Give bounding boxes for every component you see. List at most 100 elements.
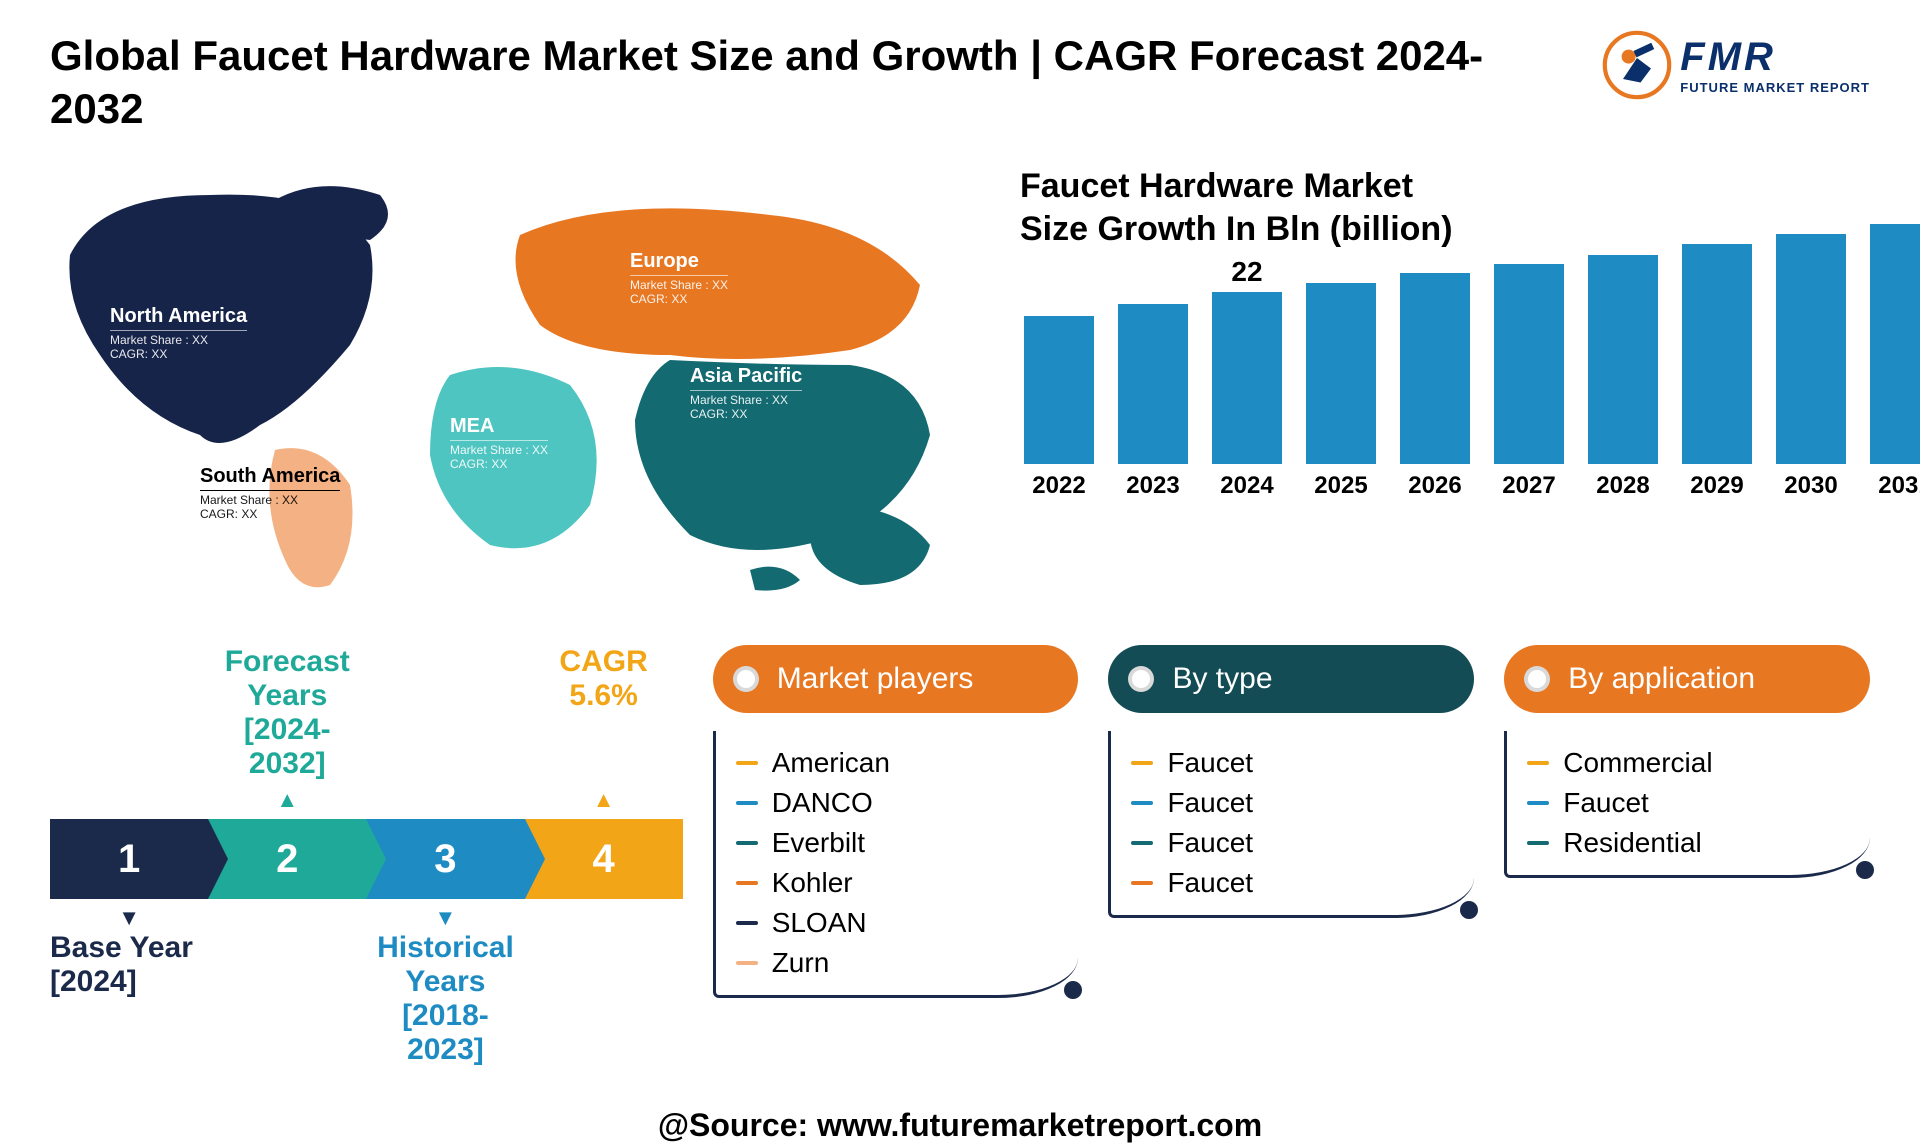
region-ap-label: Asia Pacific Market Share : XX CAGR: XX bbox=[690, 365, 802, 421]
list-item: Residential bbox=[1527, 823, 1860, 863]
bar-col-2026: 2026 bbox=[1396, 237, 1474, 500]
list-item: American bbox=[736, 743, 1069, 783]
list-item: Commercial bbox=[1527, 743, 1860, 783]
region-share: Market Share : XX bbox=[200, 493, 340, 507]
triangle-down-icon: ▼ bbox=[50, 905, 208, 931]
tick-icon bbox=[736, 921, 758, 925]
tick-icon bbox=[736, 761, 758, 765]
timeline: Forecast Years [2024-2032] CAGR 5.6% ▲▲ … bbox=[50, 645, 683, 1067]
bar-year-label: 2028 bbox=[1596, 472, 1649, 500]
list-item: Kohler bbox=[736, 863, 1069, 903]
bar-year-label: 2030 bbox=[1784, 472, 1837, 500]
list-item: Zurn bbox=[736, 943, 1069, 983]
bar-year-label: 2024 bbox=[1220, 472, 1273, 500]
logo-subtitle: FUTURE MARKET REPORT bbox=[1680, 80, 1870, 95]
tick-icon bbox=[736, 961, 758, 965]
market-players-col: Market players AmericanDANCOEverbiltKohl… bbox=[713, 645, 1079, 998]
bar-year-label: 2022 bbox=[1032, 472, 1085, 500]
timeline-seg-3: 3 bbox=[366, 819, 524, 899]
base-year-label: Base Year [2024] bbox=[50, 931, 208, 1067]
list-item-label: Faucet bbox=[1167, 827, 1253, 859]
region-name: North America bbox=[110, 305, 247, 331]
list-item: Faucet bbox=[1131, 863, 1464, 903]
dot-icon bbox=[1128, 666, 1154, 692]
list-item: Faucet bbox=[1131, 783, 1464, 823]
logo-acronym: FMR bbox=[1680, 35, 1870, 80]
timeline-seg-1: 1 bbox=[50, 819, 208, 899]
region-name: South America bbox=[200, 465, 340, 491]
list-item-label: Residential bbox=[1563, 827, 1702, 859]
tick-icon bbox=[1131, 841, 1153, 845]
region-name: MEA bbox=[450, 415, 548, 441]
region-na-label: North America Market Share : XX CAGR: XX bbox=[110, 305, 247, 361]
region-sa-label: South America Market Share : XX CAGR: XX bbox=[200, 465, 340, 521]
page-title: Global Faucet Hardware Market Size and G… bbox=[50, 30, 1550, 135]
region-eu-label: Europe Market Share : XX CAGR: XX bbox=[630, 250, 728, 306]
list-item-label: Faucet bbox=[1167, 747, 1253, 779]
tick-icon bbox=[1527, 761, 1549, 765]
timeline-seg-2: 2 bbox=[208, 819, 366, 899]
cagr-label: CAGR 5.6% bbox=[525, 645, 683, 781]
region-share: Market Share : XX bbox=[450, 443, 548, 457]
list-item: DANCO bbox=[736, 783, 1069, 823]
bar bbox=[1118, 304, 1188, 464]
triangle-down-icon: ▼ bbox=[366, 905, 524, 931]
list-item-label: American bbox=[772, 747, 890, 779]
bar-col-2025: 2025 bbox=[1302, 247, 1380, 500]
world-map: North America Market Share : XX CAGR: XX… bbox=[50, 165, 970, 595]
pill-label: Market players bbox=[777, 662, 974, 696]
list-item-label: Faucet bbox=[1563, 787, 1649, 819]
market-players-pill: Market players bbox=[713, 645, 1079, 713]
dot-icon bbox=[1524, 666, 1550, 692]
bar bbox=[1776, 234, 1846, 464]
list-item: Faucet bbox=[1527, 783, 1860, 823]
region-cagr: CAGR: XX bbox=[690, 407, 802, 421]
tick-icon bbox=[1131, 801, 1153, 805]
pill-label: By application bbox=[1568, 662, 1755, 696]
tick-icon bbox=[736, 841, 758, 845]
list-item: Faucet bbox=[1131, 823, 1464, 863]
bar bbox=[1870, 224, 1920, 464]
tick-icon bbox=[1131, 761, 1153, 765]
source-line: @Source: www.futuremarketreport.com bbox=[50, 1107, 1870, 1144]
by-type-col: By type Faucet Faucet Faucet Faucet bbox=[1108, 645, 1474, 918]
bar-col-2028: 2028 bbox=[1584, 219, 1662, 500]
bar-year-label: 2031 bbox=[1878, 472, 1920, 500]
region-cagr: CAGR: XX bbox=[450, 457, 548, 471]
telescope-icon bbox=[1602, 30, 1672, 100]
bar bbox=[1588, 255, 1658, 464]
bar bbox=[1494, 264, 1564, 464]
bar-col-2029: 2029 bbox=[1678, 208, 1756, 500]
bar-col-2024: 22 2024 bbox=[1208, 256, 1286, 500]
region-share: Market Share : XX bbox=[690, 393, 802, 407]
region-name: Asia Pacific bbox=[690, 365, 802, 391]
by-type-pill: By type bbox=[1108, 645, 1474, 713]
list-item: SLOAN bbox=[736, 903, 1069, 943]
bar-year-label: 2023 bbox=[1126, 472, 1179, 500]
list-item-label: Kohler bbox=[772, 867, 853, 899]
bar-value-label: 22 bbox=[1231, 256, 1262, 288]
bar-col-2031: 2031 bbox=[1866, 188, 1920, 500]
tick-icon bbox=[736, 801, 758, 805]
by-application-pill: By application bbox=[1504, 645, 1870, 713]
region-mea-label: MEA Market Share : XX CAGR: XX bbox=[450, 415, 548, 471]
bar-col-2027: 2027 bbox=[1490, 228, 1568, 500]
region-name: Europe bbox=[630, 250, 728, 276]
region-cagr: CAGR: XX bbox=[200, 507, 340, 521]
timeline-seg-4: 4 bbox=[525, 819, 683, 899]
list-item-label: DANCO bbox=[772, 787, 873, 819]
bar-col-2022: 2022 bbox=[1020, 280, 1098, 500]
forecast-label: Forecast Years [2024-2032] bbox=[208, 645, 366, 781]
map-svg bbox=[50, 165, 970, 595]
bar-col-2030: 2030 bbox=[1772, 198, 1850, 500]
by-application-col: By application Commercial Faucet Residenti… bbox=[1504, 645, 1870, 878]
tick-icon bbox=[736, 881, 758, 885]
list-item-label: Commercial bbox=[1563, 747, 1712, 779]
bar-year-label: 2027 bbox=[1502, 472, 1555, 500]
tick-icon bbox=[1527, 841, 1549, 845]
list-item-label: Zurn bbox=[772, 947, 830, 979]
list-item-label: SLOAN bbox=[772, 907, 867, 939]
bar-year-label: 2029 bbox=[1690, 472, 1743, 500]
bar bbox=[1212, 292, 1282, 464]
historical-years-label: Historical Years [2018-2023] bbox=[366, 931, 524, 1067]
